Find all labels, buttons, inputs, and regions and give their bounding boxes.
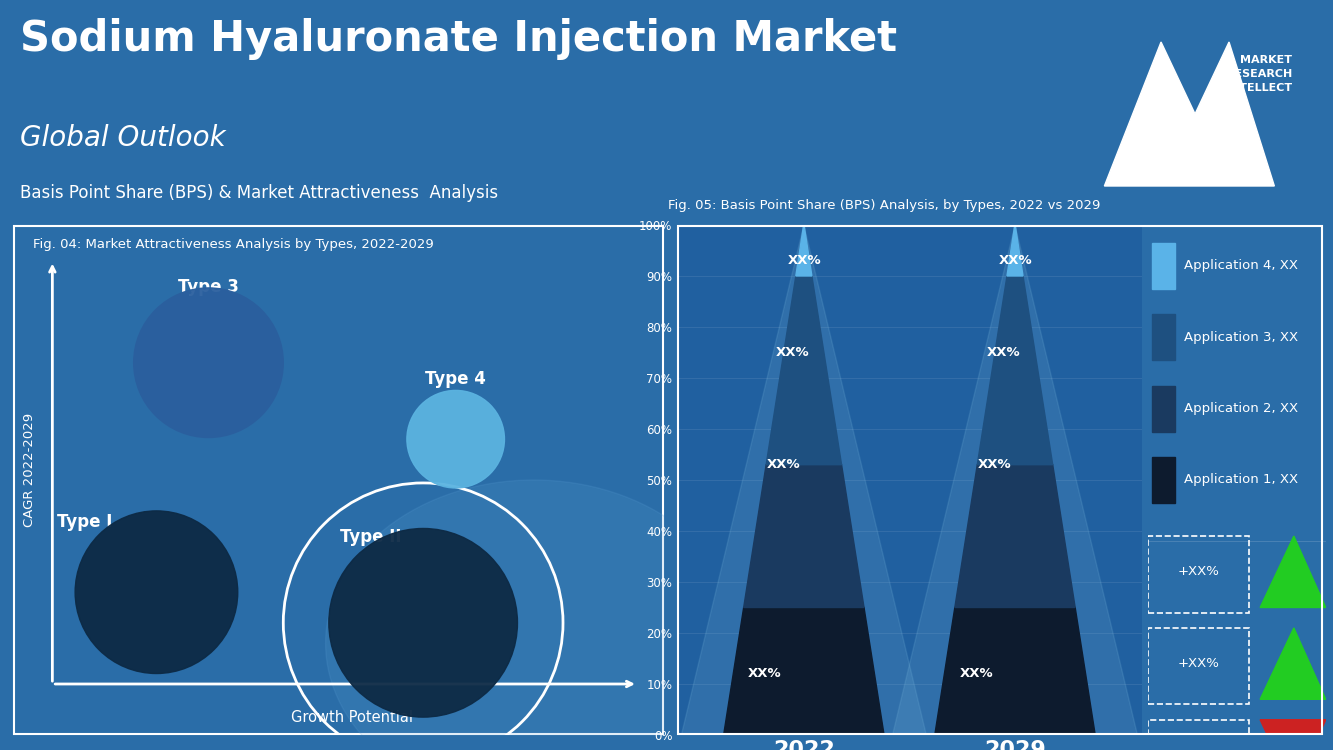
Bar xyxy=(1152,386,1174,431)
Text: Growth Potential: Growth Potential xyxy=(291,710,413,724)
Text: Application 4, XX: Application 4, XX xyxy=(1184,260,1298,272)
Text: Fig. 05: Basis Point Share (BPS) Analysis, by Types, 2022 vs 2029: Fig. 05: Basis Point Share (BPS) Analysi… xyxy=(668,200,1100,212)
Text: Application 2, XX: Application 2, XX xyxy=(1184,402,1298,415)
Text: Fig. 04: Market Attractiveness Analysis by Types, 2022-2029: Fig. 04: Market Attractiveness Analysis … xyxy=(33,238,433,250)
Text: Type 4: Type 4 xyxy=(425,370,487,388)
Polygon shape xyxy=(1260,628,1326,699)
Polygon shape xyxy=(934,608,1096,735)
Text: Application 3, XX: Application 3, XX xyxy=(1184,331,1298,344)
Polygon shape xyxy=(954,465,1076,608)
Text: XX%: XX% xyxy=(776,346,809,359)
Polygon shape xyxy=(1006,225,1022,276)
Text: MARKET
RESEARCH
INTELLECT: MARKET RESEARCH INTELLECT xyxy=(1226,55,1293,92)
Bar xyxy=(1152,314,1174,360)
Polygon shape xyxy=(796,225,812,276)
Ellipse shape xyxy=(329,529,517,717)
Ellipse shape xyxy=(407,391,504,488)
Text: XX%: XX% xyxy=(788,254,821,267)
Text: +XX%: +XX% xyxy=(1178,566,1220,578)
Polygon shape xyxy=(893,225,1137,735)
Text: XX%: XX% xyxy=(748,668,782,680)
Text: Type 3: Type 3 xyxy=(179,278,239,296)
Text: CAGR 2022-2029: CAGR 2022-2029 xyxy=(23,413,36,526)
Text: XX%: XX% xyxy=(998,254,1033,267)
Polygon shape xyxy=(1104,42,1274,186)
Text: Sodium Hyaluronate Injection Market: Sodium Hyaluronate Injection Market xyxy=(20,18,897,60)
Text: Basis Point Share (BPS) & Market Attractiveness  Analysis: Basis Point Share (BPS) & Market Attract… xyxy=(20,184,499,202)
Ellipse shape xyxy=(75,511,237,674)
Polygon shape xyxy=(766,276,841,465)
Text: Type II: Type II xyxy=(340,528,401,546)
Text: -XX%: -XX% xyxy=(1181,749,1217,750)
Polygon shape xyxy=(681,225,926,735)
Polygon shape xyxy=(724,608,884,735)
Text: XX%: XX% xyxy=(960,668,993,680)
Polygon shape xyxy=(744,465,864,608)
Polygon shape xyxy=(977,276,1053,465)
Text: +XX%: +XX% xyxy=(1178,657,1220,670)
Text: Global Outlook: Global Outlook xyxy=(20,124,225,152)
Text: XX%: XX% xyxy=(977,458,1010,471)
Text: XX%: XX% xyxy=(766,458,800,471)
Bar xyxy=(1152,243,1174,289)
Text: Application 1, XX: Application 1, XX xyxy=(1184,473,1298,487)
Bar xyxy=(1152,457,1174,503)
Text: Type I: Type I xyxy=(57,513,112,531)
Ellipse shape xyxy=(133,288,284,437)
Polygon shape xyxy=(1260,536,1326,608)
Text: XX%: XX% xyxy=(988,346,1021,359)
Circle shape xyxy=(325,480,742,750)
Polygon shape xyxy=(1260,720,1326,750)
